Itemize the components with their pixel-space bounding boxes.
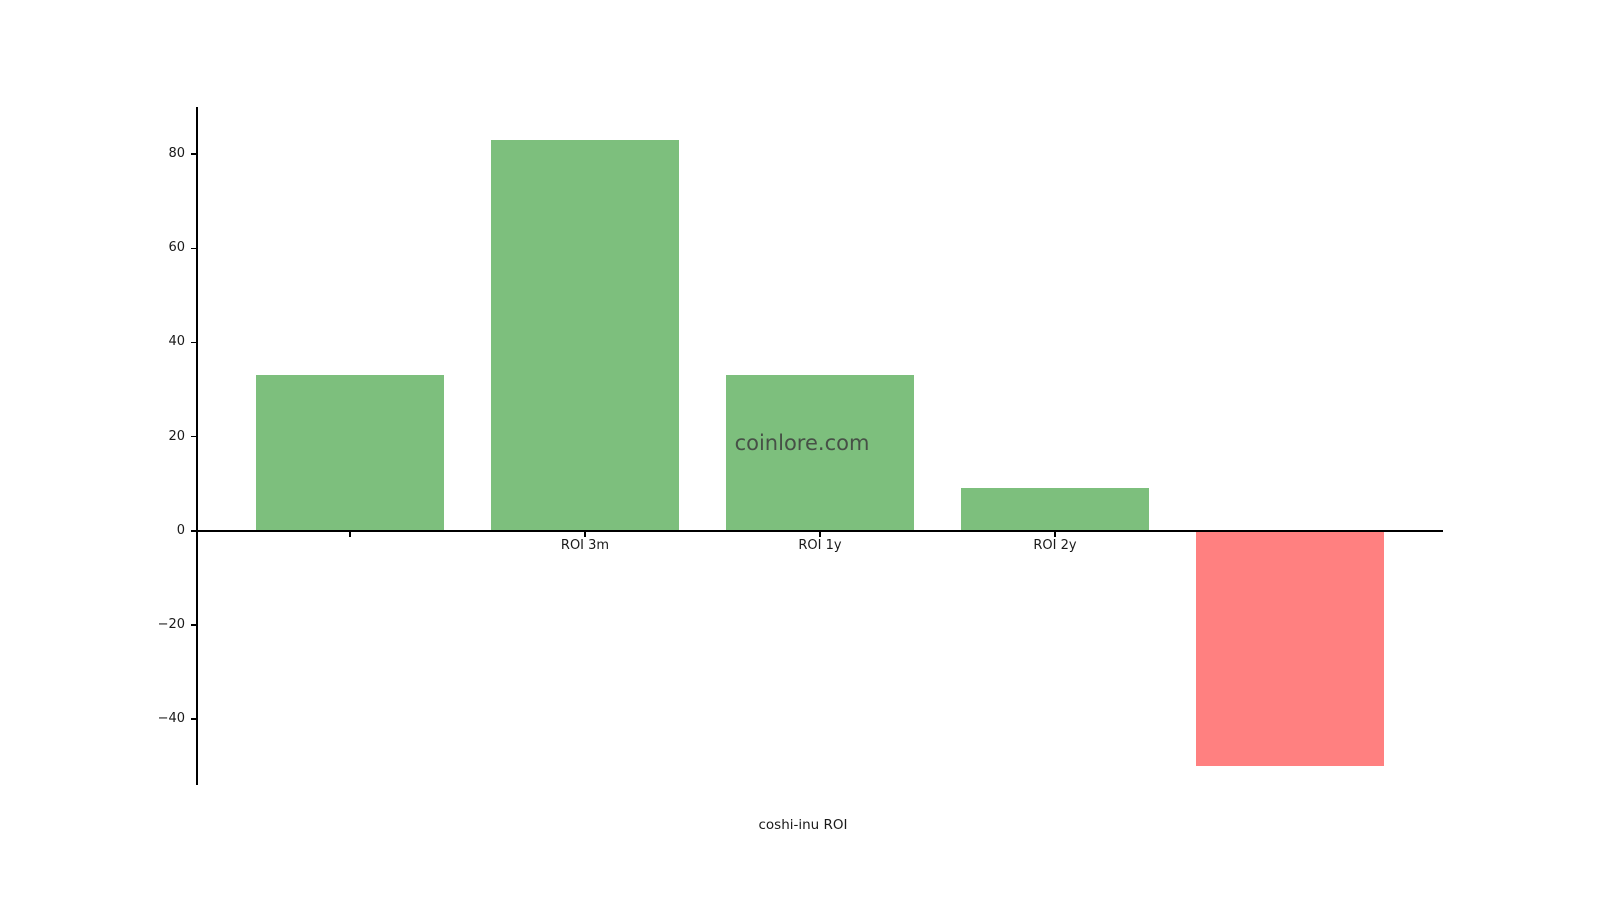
y-axis-spine xyxy=(196,107,198,785)
y-tick-mark xyxy=(191,153,197,155)
bar-3 xyxy=(726,375,914,531)
y-tick-label: 80 xyxy=(168,146,185,162)
x-axis-line xyxy=(197,530,1443,532)
watermark-text: coinlore.com xyxy=(734,431,870,455)
y-tick-label: 20 xyxy=(168,428,185,444)
bar-2 xyxy=(491,139,679,531)
y-tick-mark xyxy=(191,247,197,249)
y-tick-mark xyxy=(191,718,197,720)
chart-xlabel: coshi-inu ROI xyxy=(758,817,848,833)
x-tick-mark xyxy=(584,530,586,537)
y-tick-label: 0 xyxy=(176,522,185,538)
y-tick-mark xyxy=(191,435,197,438)
y-tick-label: 60 xyxy=(168,240,185,256)
x-tick-label: ROI 2y xyxy=(1033,537,1077,553)
bar-4 xyxy=(961,488,1149,531)
x-tick-mark xyxy=(1054,530,1056,537)
y-tick-mark xyxy=(191,341,197,344)
x-tick-mark xyxy=(819,530,821,537)
y-tick-label: 40 xyxy=(168,334,185,350)
x-tick-mark xyxy=(349,530,351,537)
y-tick-label: −40 xyxy=(157,711,185,727)
y-tick-mark xyxy=(191,530,197,532)
y-tick-label: −20 xyxy=(157,616,185,632)
x-tick-label: ROI 3m xyxy=(560,537,610,553)
bar-1 xyxy=(256,375,444,531)
y-tick-mark xyxy=(191,624,197,626)
bar-5 xyxy=(1196,530,1384,767)
x-tick-label: ROI 1y xyxy=(798,537,842,553)
